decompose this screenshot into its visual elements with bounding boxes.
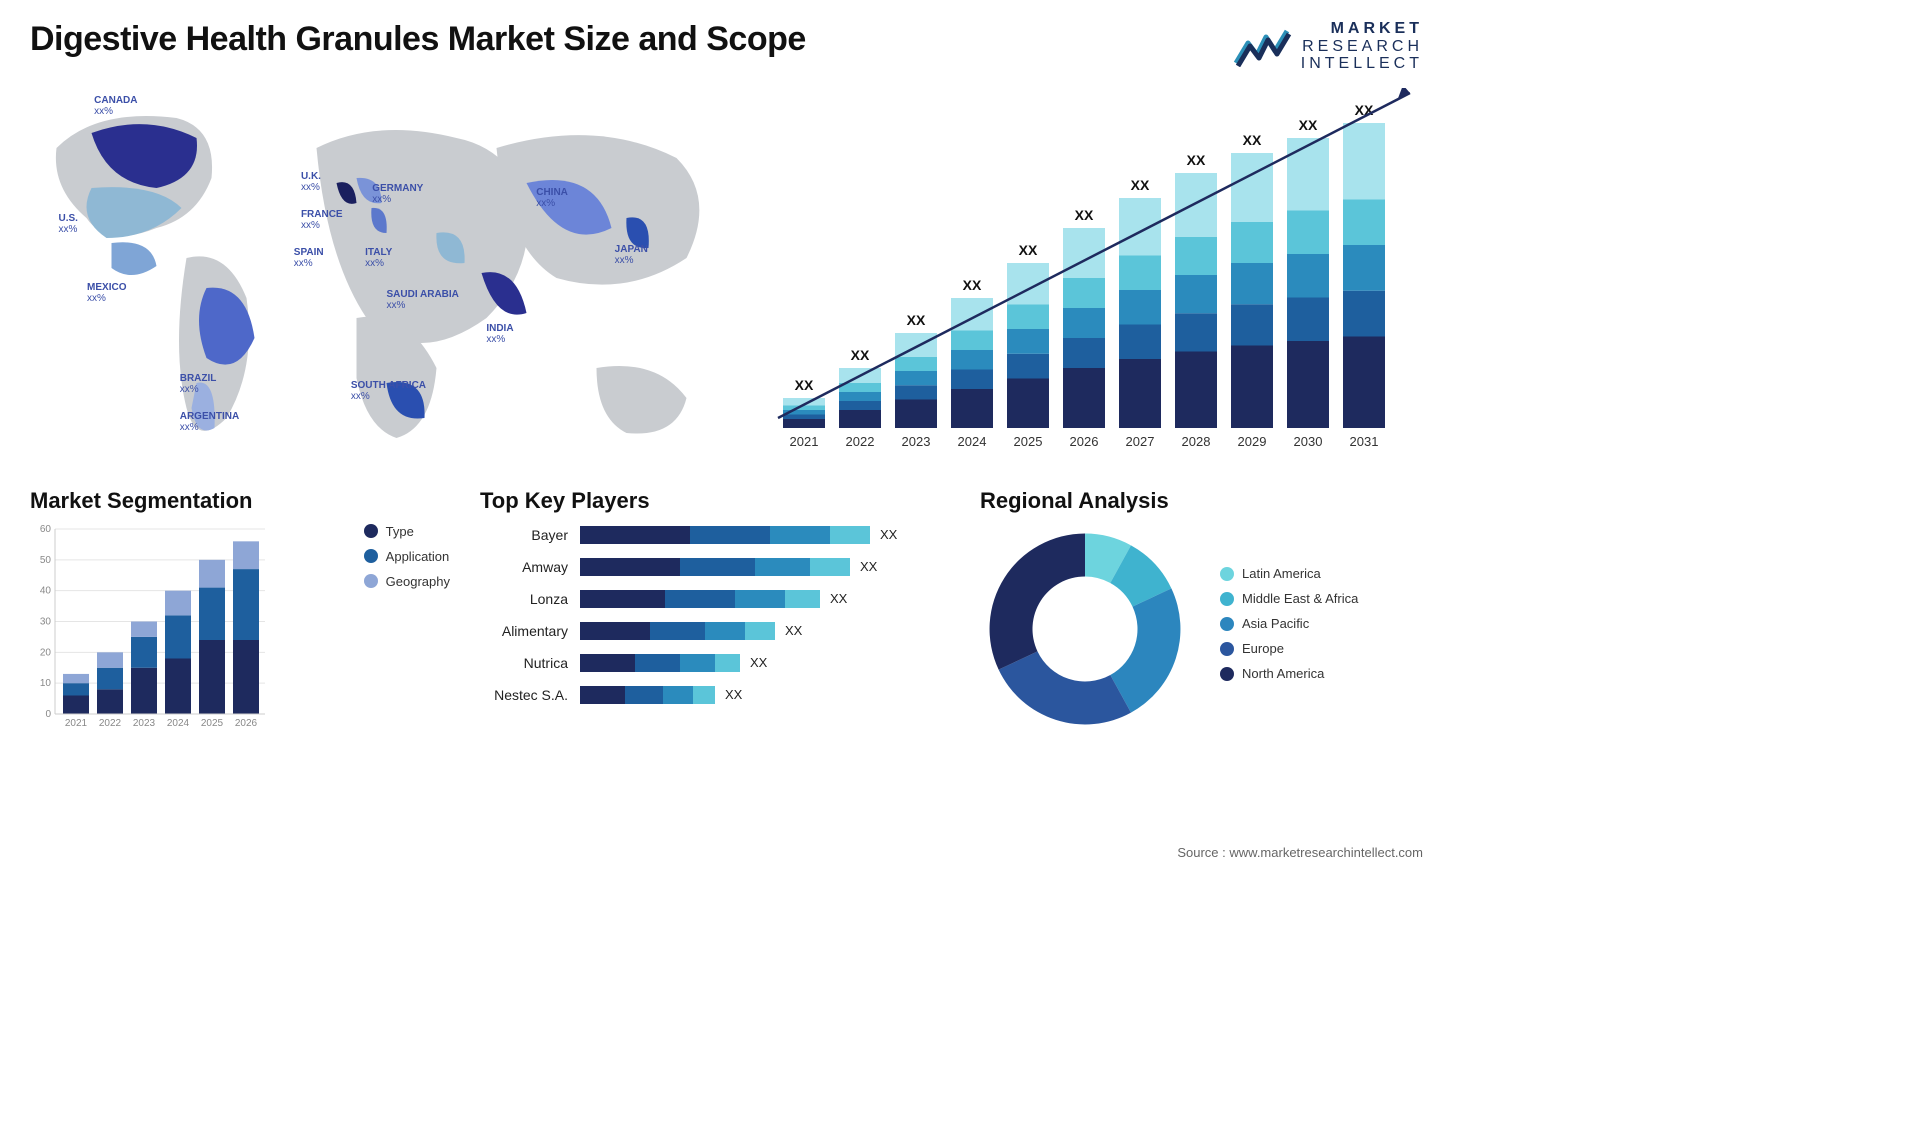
svg-text:2021: 2021 (790, 434, 819, 449)
svg-text:20: 20 (40, 647, 52, 658)
player-bar (580, 654, 740, 672)
player-bar (580, 590, 820, 608)
svg-text:XX: XX (1019, 242, 1038, 258)
svg-text:XX: XX (1187, 152, 1206, 168)
svg-text:2031: 2031 (1350, 434, 1379, 449)
svg-text:2022: 2022 (99, 718, 122, 729)
player-row: Nutrica XX (480, 652, 950, 674)
world-map (30, 88, 743, 468)
svg-text:XX: XX (851, 347, 870, 363)
logo-line1: MARKET (1301, 20, 1423, 38)
seg-legend-item: Geography (364, 574, 450, 589)
player-name: Nutrica (480, 655, 580, 671)
map-label-india: INDIAxx% (486, 323, 513, 345)
map-label-canada: CANADAxx% (94, 95, 137, 117)
source-attribution: Source : www.marketresearchintellect.com (1177, 845, 1423, 860)
map-label-japan: JAPANxx% (615, 244, 648, 266)
svg-text:XX: XX (795, 377, 814, 393)
svg-text:2029: 2029 (1238, 434, 1267, 449)
player-name: Alimentary (480, 623, 580, 639)
svg-text:XX: XX (963, 277, 982, 293)
player-row: Alimentary XX (480, 620, 950, 642)
map-label-brazil: BRAZILxx% (180, 373, 217, 395)
svg-text:XX: XX (1131, 177, 1150, 193)
regional-legend: Latin America Middle East & Africa Asia Pa… (1220, 566, 1358, 691)
map-label-mexico: MEXICOxx% (87, 282, 126, 304)
svg-text:2023: 2023 (133, 718, 156, 729)
region-legend-item: Latin America (1220, 566, 1358, 581)
svg-text:2030: 2030 (1294, 434, 1323, 449)
svg-text:2022: 2022 (846, 434, 875, 449)
player-row: Amway XX (480, 556, 950, 578)
brand-logo: MARKET RESEARCH INTELLECT (1233, 20, 1423, 73)
map-label-southafrica: SOUTH AFRICAxx% (351, 380, 426, 402)
world-map-panel: CANADAxx% U.S.xx% MEXICOxx% BRAZILxx% ARGENT… (30, 88, 743, 468)
player-name: Nestec S.A. (480, 687, 580, 703)
player-value: XX (725, 687, 742, 702)
map-label-spain: SPAINxx% (294, 247, 324, 269)
player-row: Nestec S.A. XX (480, 684, 950, 706)
svg-text:2021: 2021 (65, 718, 88, 729)
logo-icon (1233, 25, 1293, 67)
seg-legend-item: Type (364, 524, 450, 539)
player-value: XX (880, 527, 897, 542)
svg-text:XX: XX (1299, 117, 1318, 133)
svg-text:2026: 2026 (1070, 434, 1099, 449)
players-list: BayerXXAmwayXXLonzaXXAlimentaryXXNutrica… (480, 524, 950, 706)
segmentation-chart: 0 10 20 30 40 50 60 2021 2022 2023 2024 2025 2026 (30, 524, 270, 734)
player-name: Bayer (480, 527, 580, 543)
player-bar (580, 558, 850, 576)
player-bar (580, 526, 870, 544)
map-label-saudiarabia: SAUDI ARABIAxx% (387, 289, 459, 311)
player-value: XX (860, 559, 877, 574)
svg-text:30: 30 (40, 616, 52, 627)
player-value: XX (830, 591, 847, 606)
svg-text:2023: 2023 (902, 434, 931, 449)
player-bar (580, 686, 715, 704)
players-title: Top Key Players (480, 488, 950, 514)
player-name: Lonza (480, 591, 580, 607)
page-title: Digestive Health Granules Market Size an… (30, 20, 806, 59)
player-value: XX (750, 655, 767, 670)
segmentation-title: Market Segmentation (30, 488, 450, 514)
seg-legend-item: Application (364, 549, 450, 564)
svg-text:2024: 2024 (167, 718, 190, 729)
map-label-china: CHINAxx% (536, 187, 568, 209)
svg-text:0: 0 (45, 709, 51, 720)
svg-text:60: 60 (40, 524, 52, 535)
regional-title: Regional Analysis (980, 488, 1423, 514)
logo-line3: INTELLECT (1301, 55, 1423, 73)
player-row: Lonza XX (480, 588, 950, 610)
player-row: Bayer XX (480, 524, 950, 546)
growth-chart: XX 2021 XX 2022 XX 2023 XX 2024 XX 2025 XX 2026 XX 20… (763, 88, 1423, 468)
logo-line2: RESEARCH (1301, 38, 1423, 56)
svg-text:2024: 2024 (958, 434, 987, 449)
regional-donut (980, 524, 1190, 734)
svg-text:XX: XX (1243, 132, 1262, 148)
map-label-argentina: ARGENTINAxx% (180, 411, 239, 433)
svg-text:2025: 2025 (201, 718, 224, 729)
region-legend-item: Middle East & Africa (1220, 591, 1358, 606)
svg-text:2027: 2027 (1126, 434, 1155, 449)
svg-text:XX: XX (1075, 207, 1094, 223)
player-value: XX (785, 623, 802, 638)
region-legend-item: North America (1220, 666, 1358, 681)
segmentation-legend: Type Application Geography (364, 524, 450, 734)
svg-text:2028: 2028 (1182, 434, 1211, 449)
svg-text:10: 10 (40, 678, 52, 689)
player-name: Amway (480, 559, 580, 575)
map-label-uk: U.K.xx% (301, 171, 321, 193)
region-legend-item: Asia Pacific (1220, 616, 1358, 631)
svg-text:50: 50 (40, 555, 52, 566)
svg-text:XX: XX (907, 312, 926, 328)
region-legend-item: Europe (1220, 641, 1358, 656)
player-bar (580, 622, 775, 640)
map-label-france: FRANCExx% (301, 209, 343, 231)
svg-text:2026: 2026 (235, 718, 258, 729)
svg-text:40: 40 (40, 585, 52, 596)
map-label-germany: GERMANYxx% (372, 183, 423, 205)
map-label-us: U.S.xx% (59, 213, 78, 235)
svg-text:2025: 2025 (1014, 434, 1043, 449)
map-label-italy: ITALYxx% (365, 247, 392, 269)
